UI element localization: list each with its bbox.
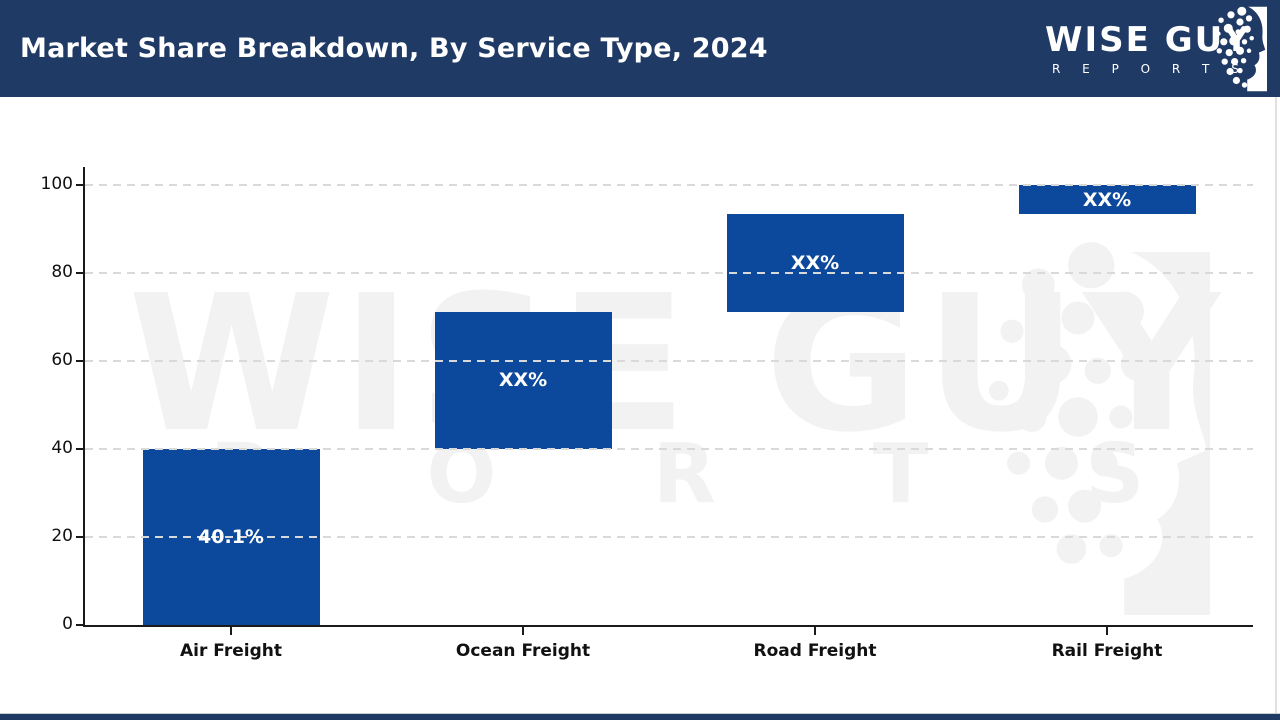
ytick-label-80: 80 (51, 262, 73, 282)
ytick-mark-100 (76, 184, 85, 186)
watermark-face-icon (988, 242, 1210, 615)
ytick-mark-0 (76, 624, 85, 626)
wise-guy-logo: WISE GUY R E P O R T S (1023, 4, 1268, 94)
ytick-label-0: 0 (62, 614, 73, 634)
xcat-label-3: Rail Freight (1051, 641, 1163, 661)
gridline-y-20 (85, 536, 1253, 538)
logo-subtitle: R E P O R T S (1052, 62, 1248, 76)
gridline-y-40 (85, 448, 1253, 450)
bar-ocean-freight (434, 312, 612, 449)
xtick-mark-0 (230, 627, 232, 635)
logo-text: WISE GUY R E P O R T S (1045, 20, 1251, 76)
bar-value-label: 40.1% (198, 525, 264, 548)
xcat-label-1: Ocean Freight (455, 641, 591, 661)
ytick-mark-60 (76, 360, 85, 362)
ytick-mark-40 (76, 448, 85, 450)
ytick-label-20: 20 (51, 526, 73, 546)
gridline-y-80 (85, 272, 1253, 274)
plot-area: WISE GUY P O R T S 0 20 40 60 80 100 40.1% Air … (0, 97, 1280, 713)
ytick-mark-20 (76, 536, 85, 538)
xtick-mark-1 (522, 627, 524, 635)
bar-rail-freight (1018, 185, 1196, 215)
bar-value-label: XX% (790, 252, 840, 275)
bar-value-label: XX% (1082, 188, 1132, 211)
xtick-mark-2 (814, 627, 816, 635)
ytick-label-60: 60 (51, 350, 73, 370)
bar-value-label: XX% (498, 369, 548, 392)
gridline-y-100 (85, 184, 1253, 186)
right-edge-line (1275, 97, 1277, 713)
header-band: Market Share Breakdown, By Service Type,… (0, 0, 1280, 97)
bar-road-freight (726, 214, 904, 313)
xcat-label-0: Air Freight (180, 641, 282, 661)
watermark-subtitle: P O R T S (210, 427, 1209, 522)
logo-face-icon (1216, 6, 1267, 92)
xtick-mark-3 (1106, 627, 1108, 635)
ytick-label-100: 100 (40, 174, 73, 194)
ytick-label-40: 40 (51, 438, 73, 458)
ytick-mark-80 (76, 272, 85, 274)
logo-wordmark: WISE GUY (1045, 20, 1251, 60)
y-axis-line (83, 167, 85, 627)
x-axis-line (83, 625, 1253, 627)
gridline-y-60 (85, 360, 1253, 362)
xcat-label-2: Road Freight (753, 641, 877, 661)
page-title: Market Share Breakdown, By Service Type,… (20, 33, 768, 64)
footer-band (0, 713, 1280, 720)
